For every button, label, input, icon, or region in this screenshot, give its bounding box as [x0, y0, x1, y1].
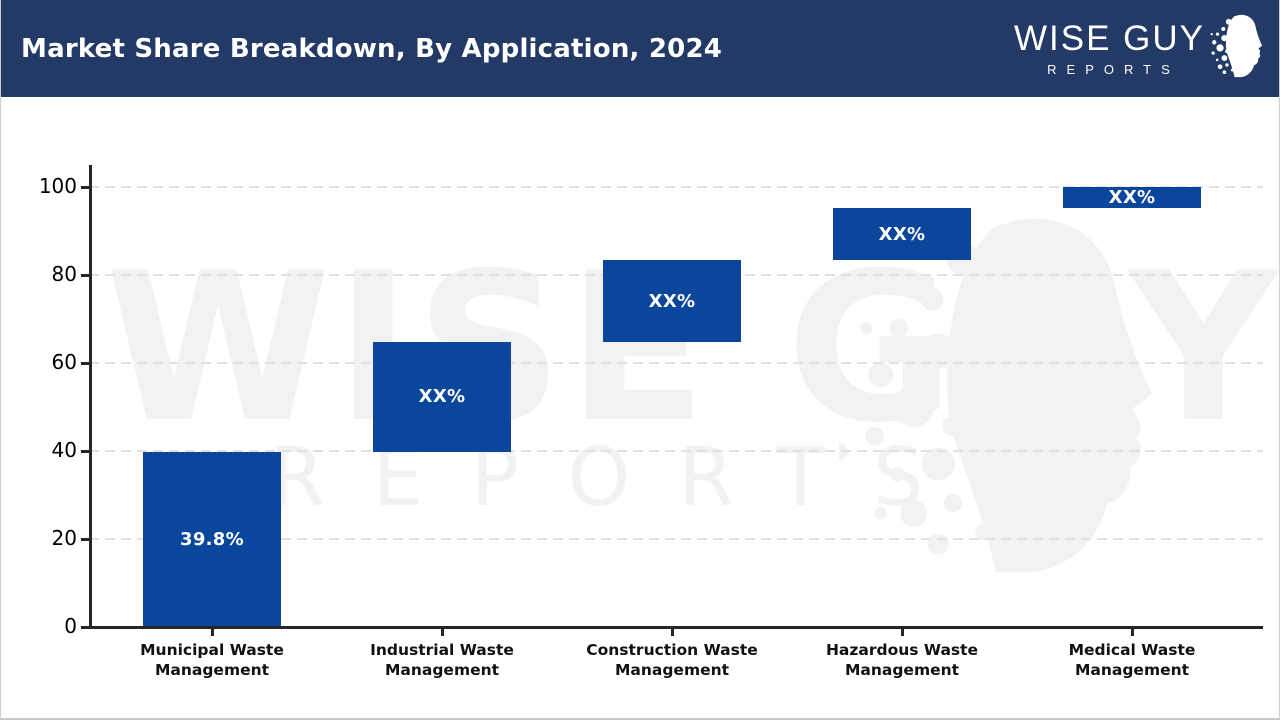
bar-value-label: XX%: [418, 386, 466, 408]
bar-value-label: XX%: [878, 223, 926, 245]
y-gridline: [89, 186, 1263, 188]
header-bar: Market Share Breakdown, By Application, …: [1, 0, 1279, 97]
bar-value-label: XX%: [1108, 186, 1156, 208]
y-gridline: [89, 362, 1263, 364]
logo-wordmark: WISE GUY: [1013, 19, 1205, 58]
y-tick-label: 100: [38, 174, 77, 198]
y-tick-label: 0: [64, 614, 77, 638]
wise-guy-face-icon: [1210, 14, 1263, 78]
y-tick-label: 80: [51, 262, 77, 286]
y-axis-tick: [81, 186, 89, 189]
x-category-label: Industrial Waste Management: [370, 641, 514, 679]
y-tick-label: 40: [51, 438, 77, 462]
watermark-face-icon: [839, 218, 1152, 572]
bar: XX%: [603, 260, 741, 342]
bar: XX%: [373, 341, 511, 452]
x-category-label: Medical Waste Management: [1068, 641, 1196, 679]
y-axis-tick: [81, 626, 89, 629]
x-axis-tick: [671, 628, 674, 636]
page-title: Market Share Breakdown, By Application, …: [21, 33, 723, 64]
y-gridline: [89, 450, 1263, 452]
x-category-label: Hazardous Waste Management: [825, 641, 979, 679]
y-gridline: [89, 538, 1263, 540]
y-axis: [89, 165, 92, 629]
x-axis-tick: [211, 628, 214, 636]
x-axis-tick: [1131, 628, 1134, 636]
bar: 39.8%: [143, 451, 281, 627]
bar-value-label: 39.8%: [180, 528, 244, 550]
y-axis-tick: [81, 538, 89, 541]
wise-guy-logo: WISE GUY REPORTS: [1014, 6, 1265, 84]
bar: XX%: [1063, 187, 1201, 208]
y-tick-label: 20: [51, 526, 77, 550]
x-axis: [89, 626, 1263, 629]
x-category-label: Municipal Waste Management: [140, 641, 284, 679]
logo-subtitle: REPORTS: [1047, 62, 1180, 77]
y-tick-label: 60: [51, 350, 77, 374]
y-axis-tick: [81, 450, 89, 453]
wise-guy-logo-text: WISE GUY REPORTS: [1014, 19, 1205, 77]
x-axis-tick: [901, 628, 904, 636]
bar-value-label: XX%: [648, 290, 696, 312]
bar: XX%: [833, 207, 971, 261]
x-axis-tick: [441, 628, 444, 636]
x-category-label: Construction Waste Management: [586, 641, 758, 679]
y-axis-tick: [81, 274, 89, 277]
y-axis-tick: [81, 362, 89, 365]
